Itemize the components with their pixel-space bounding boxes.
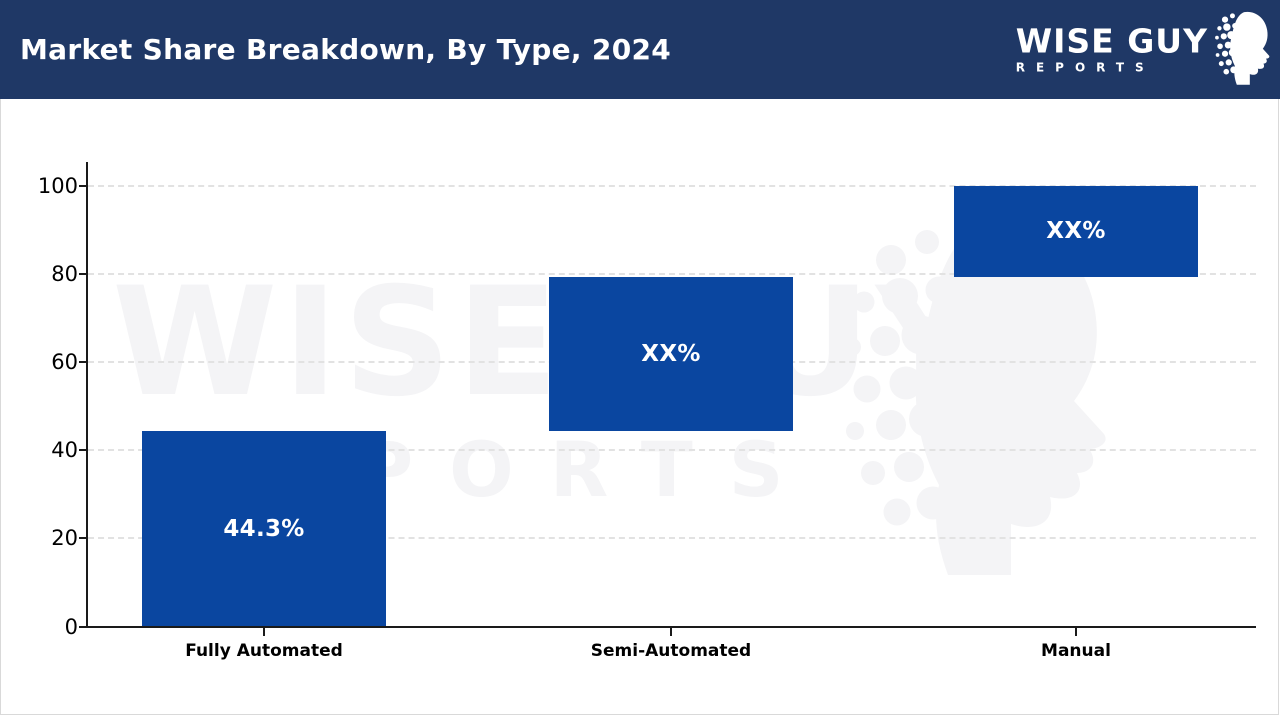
logo-subtext: REPORTS <box>1015 60 1155 75</box>
x-category-label: Semi-Automated <box>590 641 752 661</box>
y-tick-mark <box>79 361 87 364</box>
x-category-label: Manual <box>1041 641 1111 661</box>
x-tick-mark <box>1075 628 1077 636</box>
wiseguy-logo: WISE GUY REPORTS <box>1016 8 1274 91</box>
y-tick-mark <box>79 537 87 540</box>
logo-text: WISE GUY REPORTS <box>1015 21 1208 75</box>
y-tick-label: 0 <box>64 614 78 639</box>
bar-segment: XX% <box>954 186 1198 277</box>
y-tick-mark <box>79 273 87 276</box>
y-tick-label: 40 <box>51 438 78 463</box>
bar-segment: XX% <box>549 276 793 432</box>
x-tick-mark <box>670 628 672 636</box>
bar-value-label: XX% <box>641 341 701 368</box>
y-axis-line <box>86 162 88 628</box>
page-title: Market Share Breakdown, By Type, 2024 <box>20 33 672 66</box>
y-tick-label: 100 <box>37 174 78 198</box>
logo-wordmark: WISE GUY <box>1015 21 1208 61</box>
y-tick-mark <box>79 625 87 628</box>
y-tick-mark <box>79 185 87 187</box>
gridline <box>88 185 1256 187</box>
x-tick-mark <box>263 628 265 636</box>
bar-segment: 44.3% <box>142 431 386 627</box>
y-tick-label: 20 <box>51 526 78 551</box>
header-bar: Market Share Breakdown, By Type, 2024 WI… <box>0 0 1280 99</box>
y-tick-label: 80 <box>51 262 78 287</box>
bar-value-label: XX% <box>1046 218 1106 245</box>
gridline <box>88 273 1256 276</box>
bar-value-label: 44.3% <box>223 515 305 542</box>
gridline <box>88 449 1256 452</box>
x-category-label: Fully Automated <box>185 641 343 661</box>
y-tick-label: 60 <box>51 350 78 375</box>
logo-head-icon <box>1215 11 1270 85</box>
x-axis-line <box>86 626 1256 628</box>
gridline <box>88 537 1256 540</box>
y-tick-mark <box>79 449 87 452</box>
